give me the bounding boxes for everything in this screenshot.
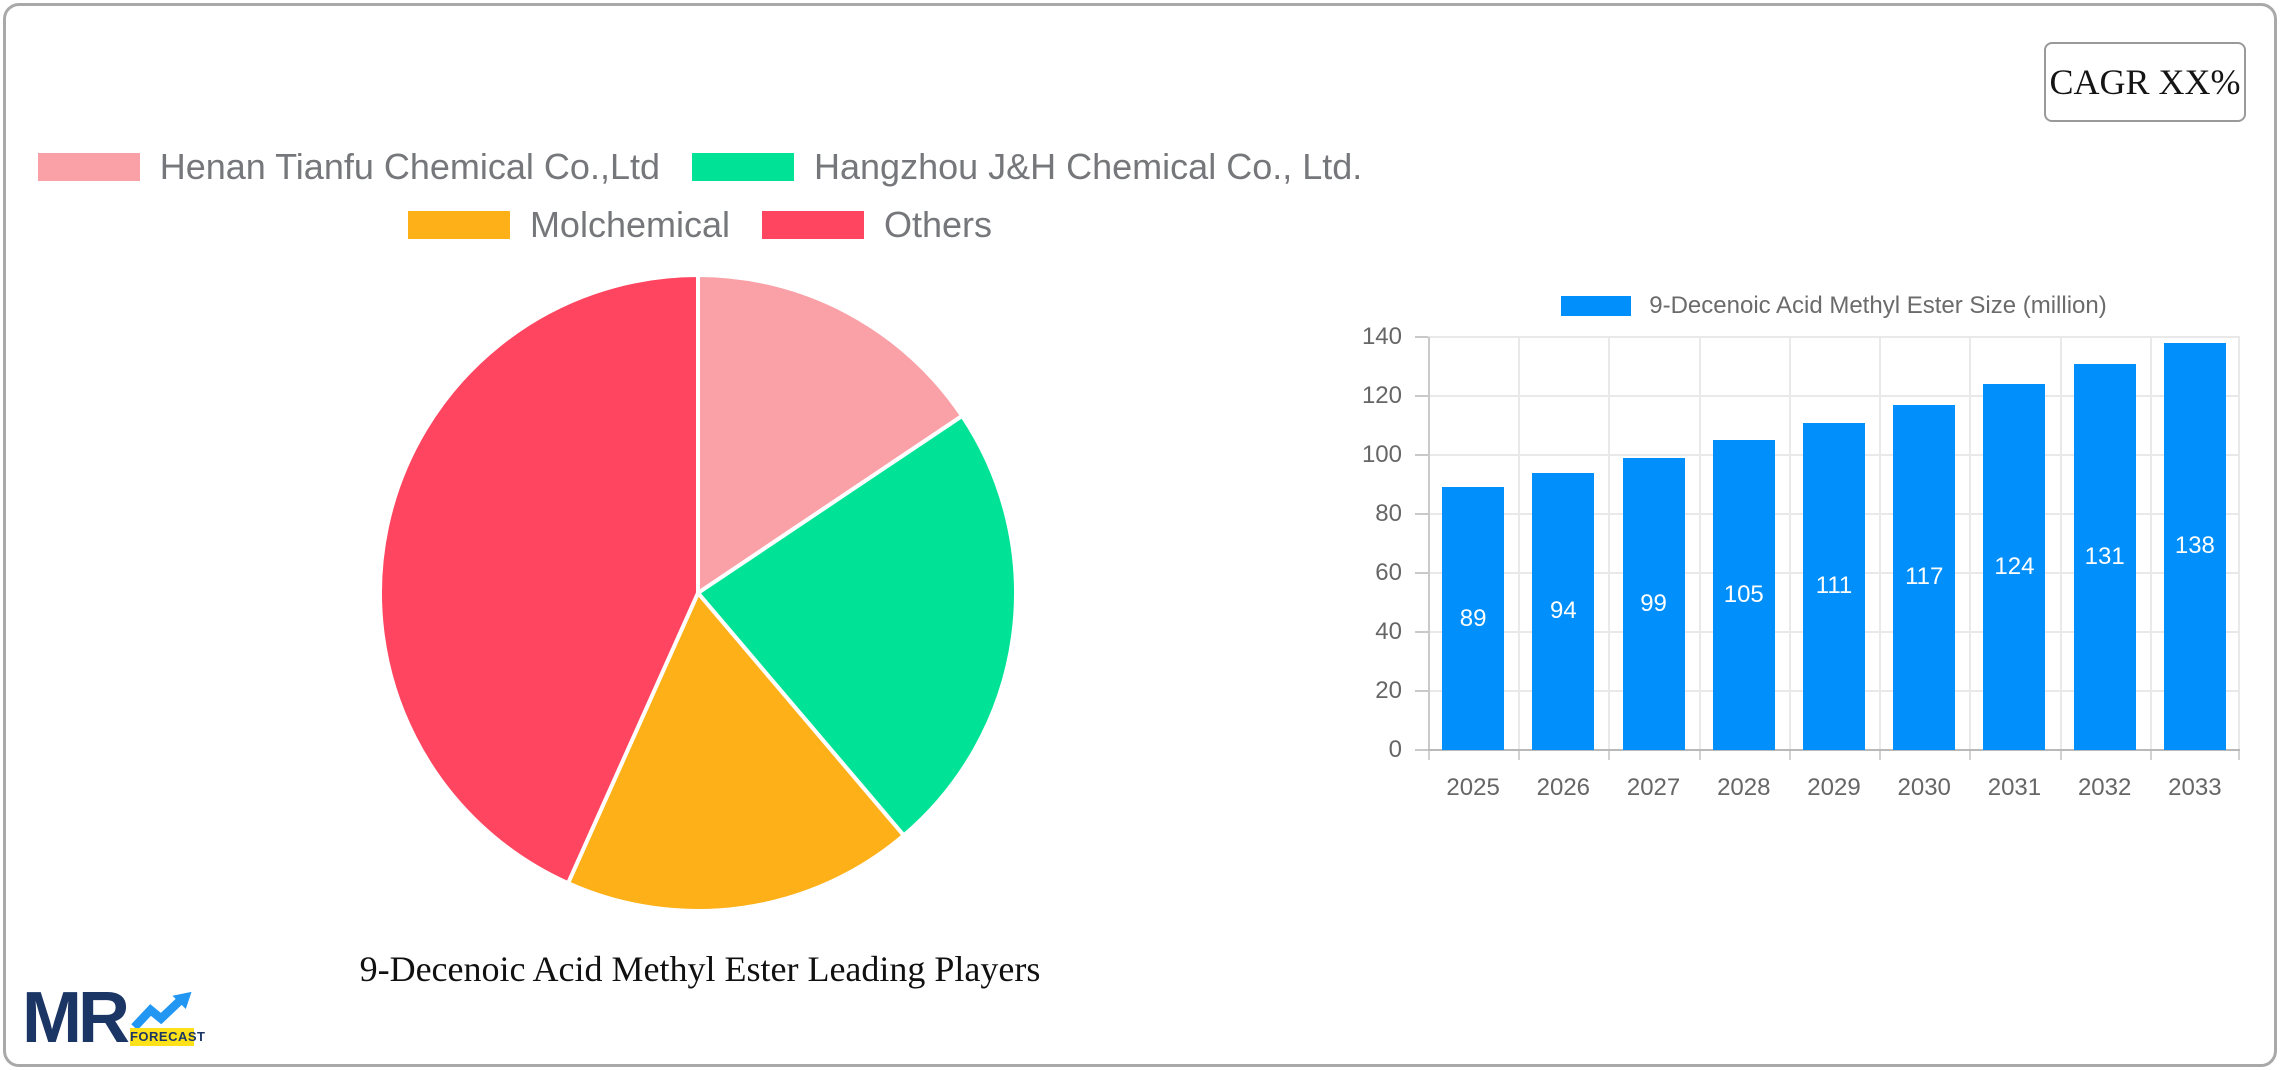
pie-legend-label: Henan Tianfu Chemical Co.,Ltd <box>159 146 660 187</box>
y-axis-tick <box>1415 454 1428 456</box>
x-axis-tick <box>1608 750 1611 760</box>
pie-legend-row: Henan Tianfu Chemical Co.,Ltd Hangzhou J&… <box>37 146 1362 188</box>
y-axis-label: 120 <box>1361 382 1402 409</box>
x-axis-label: 2025 <box>1446 774 1500 801</box>
bar-legend-swatch <box>1561 296 1632 316</box>
cagr-label: CAGR XX% <box>2049 62 2241 102</box>
gridline-vertical <box>1879 337 1882 750</box>
bar[interactable]: 111 <box>1803 422 1865 750</box>
y-axis-line <box>1428 337 1430 750</box>
pie-chart[interactable] <box>375 270 1021 916</box>
trend-arrow-icon <box>131 991 192 1030</box>
y-axis-label: 100 <box>1361 441 1402 468</box>
gridline-vertical <box>1698 337 1701 750</box>
pie-legend-label: Molchemical <box>529 204 730 245</box>
x-axis-tick <box>1788 750 1791 760</box>
bar-value-label: 138 <box>2174 532 2215 560</box>
x-axis-label: 2030 <box>1897 774 1951 801</box>
y-axis-tick <box>1415 631 1428 633</box>
gridline-vertical <box>1788 337 1791 750</box>
pie-legend-swatch <box>407 211 510 239</box>
logo-forecast-tag: FORECAST <box>129 1028 206 1046</box>
x-axis-tick <box>2059 750 2062 760</box>
bar-legend[interactable]: 9-Decenoic Acid Methyl Ester Size (milli… <box>1428 292 2240 320</box>
bar-value-label: 89 <box>1459 604 1487 632</box>
pie-legend-item[interactable]: Henan Tianfu Chemical Co.,Ltd <box>37 146 660 188</box>
bar[interactable]: 124 <box>1983 384 2046 750</box>
x-axis-tick <box>1518 750 1521 760</box>
pie-legend-swatch <box>762 211 864 239</box>
pie-legend-item[interactable]: Hangzhou J&H Chemical Co., Ltd. <box>692 146 1362 188</box>
y-axis-tick <box>1415 572 1428 574</box>
y-axis-tick <box>1415 395 1428 397</box>
pie-title: 9-Decenoic Acid Methyl Ester Leading Pla… <box>359 949 1041 989</box>
pie-slice[interactable] <box>696 413 1019 838</box>
y-axis-label: 20 <box>1375 677 1402 704</box>
pie-slice[interactable] <box>696 273 965 595</box>
bar-value-label: 105 <box>1723 581 1764 609</box>
bar[interactable]: 117 <box>1893 404 1956 750</box>
y-axis-tick <box>1415 690 1428 692</box>
bar[interactable]: 131 <box>2073 363 2136 750</box>
gridline-vertical <box>2149 337 2152 750</box>
x-axis-label: 2031 <box>1987 774 2042 801</box>
pie-legend-item[interactable]: Molchemical <box>407 204 730 246</box>
x-axis-label: 2027 <box>1626 774 1681 801</box>
gridline-vertical <box>1608 337 1611 750</box>
cagr-badge: CAGR XX% <box>2044 42 2246 122</box>
x-axis-label: 2026 <box>1536 774 1591 801</box>
logo-mr-text: MR <box>22 978 130 1058</box>
bar-value-label: 111 <box>1815 572 1853 600</box>
pie-legend-label: Hangzhou J&H Chemical Co., Ltd. <box>814 146 1363 187</box>
bar[interactable]: 89 <box>1442 487 1505 750</box>
bar-chart-plot: 0 20 40 60 80 100 120 140 89 2025 94 2026 99 2027 105 2… <box>1362 323 2240 801</box>
x-axis-tick <box>1698 750 1701 760</box>
y-axis-label: 80 <box>1375 500 1402 527</box>
pie-legend-label: Others <box>884 204 993 245</box>
bar-legend-label: 9-Decenoic Acid Methyl Ester Size (milli… <box>1649 292 2107 319</box>
x-axis-label: 2028 <box>1717 774 1771 801</box>
pie-legend-row: Molchemical Others <box>407 204 992 246</box>
x-axis-tick <box>1428 750 1430 760</box>
x-axis-tick <box>1969 750 1972 760</box>
gridline-vertical <box>2238 337 2240 750</box>
y-axis-tick <box>1415 336 1428 338</box>
x-axis-label: 2032 <box>2077 774 2132 801</box>
bar-value-label: 131 <box>2084 542 2125 570</box>
y-axis-tick <box>1415 749 1428 751</box>
bar-value-label: 117 <box>1905 563 1944 591</box>
mr-forecast-logo: MR FORECAST <box>22 978 206 1058</box>
y-axis-label: 140 <box>1361 323 1402 350</box>
x-axis-tick <box>2149 750 2152 760</box>
pie-legend-swatch <box>692 153 794 181</box>
pie-slice[interactable] <box>377 273 700 886</box>
pie-slice[interactable] <box>566 591 906 913</box>
pie-legend: Henan Tianfu Chemical Co.,Ltd Hangzhou J&… <box>0 146 1400 246</box>
gridline-vertical <box>1518 337 1521 750</box>
y-axis-label: 60 <box>1375 559 1402 586</box>
y-axis-label: 0 <box>1388 736 1402 763</box>
gridline-horizontal <box>1428 395 2240 397</box>
bar[interactable]: 138 <box>2163 342 2226 750</box>
logo-right-block: FORECAST <box>129 990 206 1046</box>
y-axis-tick <box>1415 513 1428 515</box>
bar-value-label: 124 <box>1994 553 2035 581</box>
pie-legend-swatch <box>37 153 140 181</box>
gridline-horizontal <box>1428 749 2240 751</box>
gridline-horizontal <box>1428 336 2240 338</box>
bar-value-label: 94 <box>1549 597 1577 625</box>
x-axis-label: 2029 <box>1807 774 1861 801</box>
gridline-vertical <box>2059 337 2062 750</box>
x-axis-tick <box>2238 750 2240 760</box>
x-axis-tick <box>1879 750 1882 760</box>
bar[interactable]: 105 <box>1712 440 1775 750</box>
bar[interactable]: 99 <box>1622 457 1685 750</box>
y-axis-label: 40 <box>1375 618 1402 645</box>
gridline-vertical <box>1969 337 1972 750</box>
pie-legend-item[interactable]: Others <box>762 204 992 246</box>
bar-value-label: 99 <box>1640 589 1667 617</box>
x-axis-label: 2033 <box>2168 774 2222 801</box>
bar[interactable]: 94 <box>1532 472 1595 750</box>
